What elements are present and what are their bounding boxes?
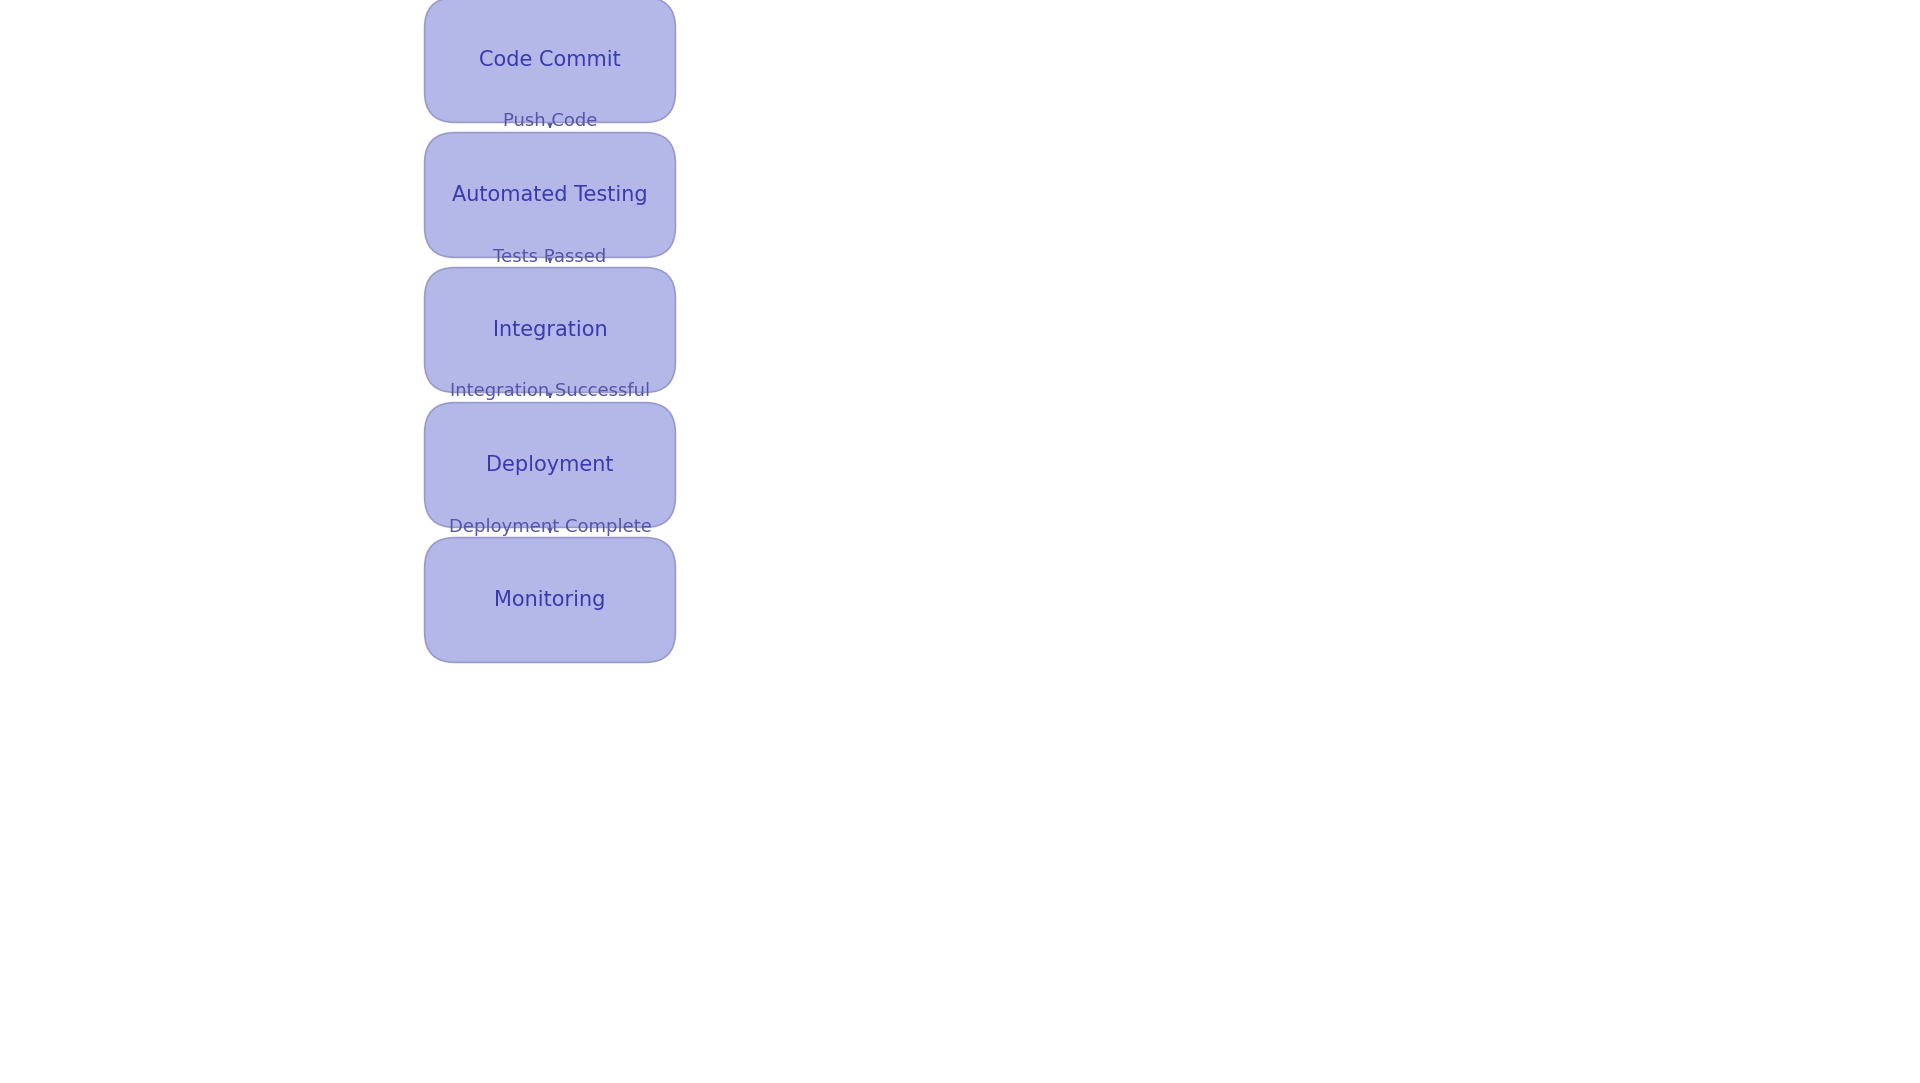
Text: Code Commit: Code Commit (480, 50, 620, 70)
FancyBboxPatch shape (424, 268, 676, 392)
FancyBboxPatch shape (424, 537, 676, 663)
Text: Automated Testing: Automated Testing (453, 185, 647, 205)
FancyBboxPatch shape (424, 403, 676, 527)
Text: Integration Successful: Integration Successful (449, 382, 651, 401)
Text: Integration: Integration (493, 319, 607, 340)
Text: Deployment: Deployment (486, 455, 614, 475)
Text: Push Code: Push Code (503, 113, 597, 130)
Text: Monitoring: Monitoring (493, 590, 605, 610)
Text: Deployment Complete: Deployment Complete (449, 518, 651, 535)
FancyBboxPatch shape (424, 132, 676, 258)
FancyBboxPatch shape (424, 0, 676, 122)
Text: Tests Passed: Tests Passed (493, 248, 607, 265)
